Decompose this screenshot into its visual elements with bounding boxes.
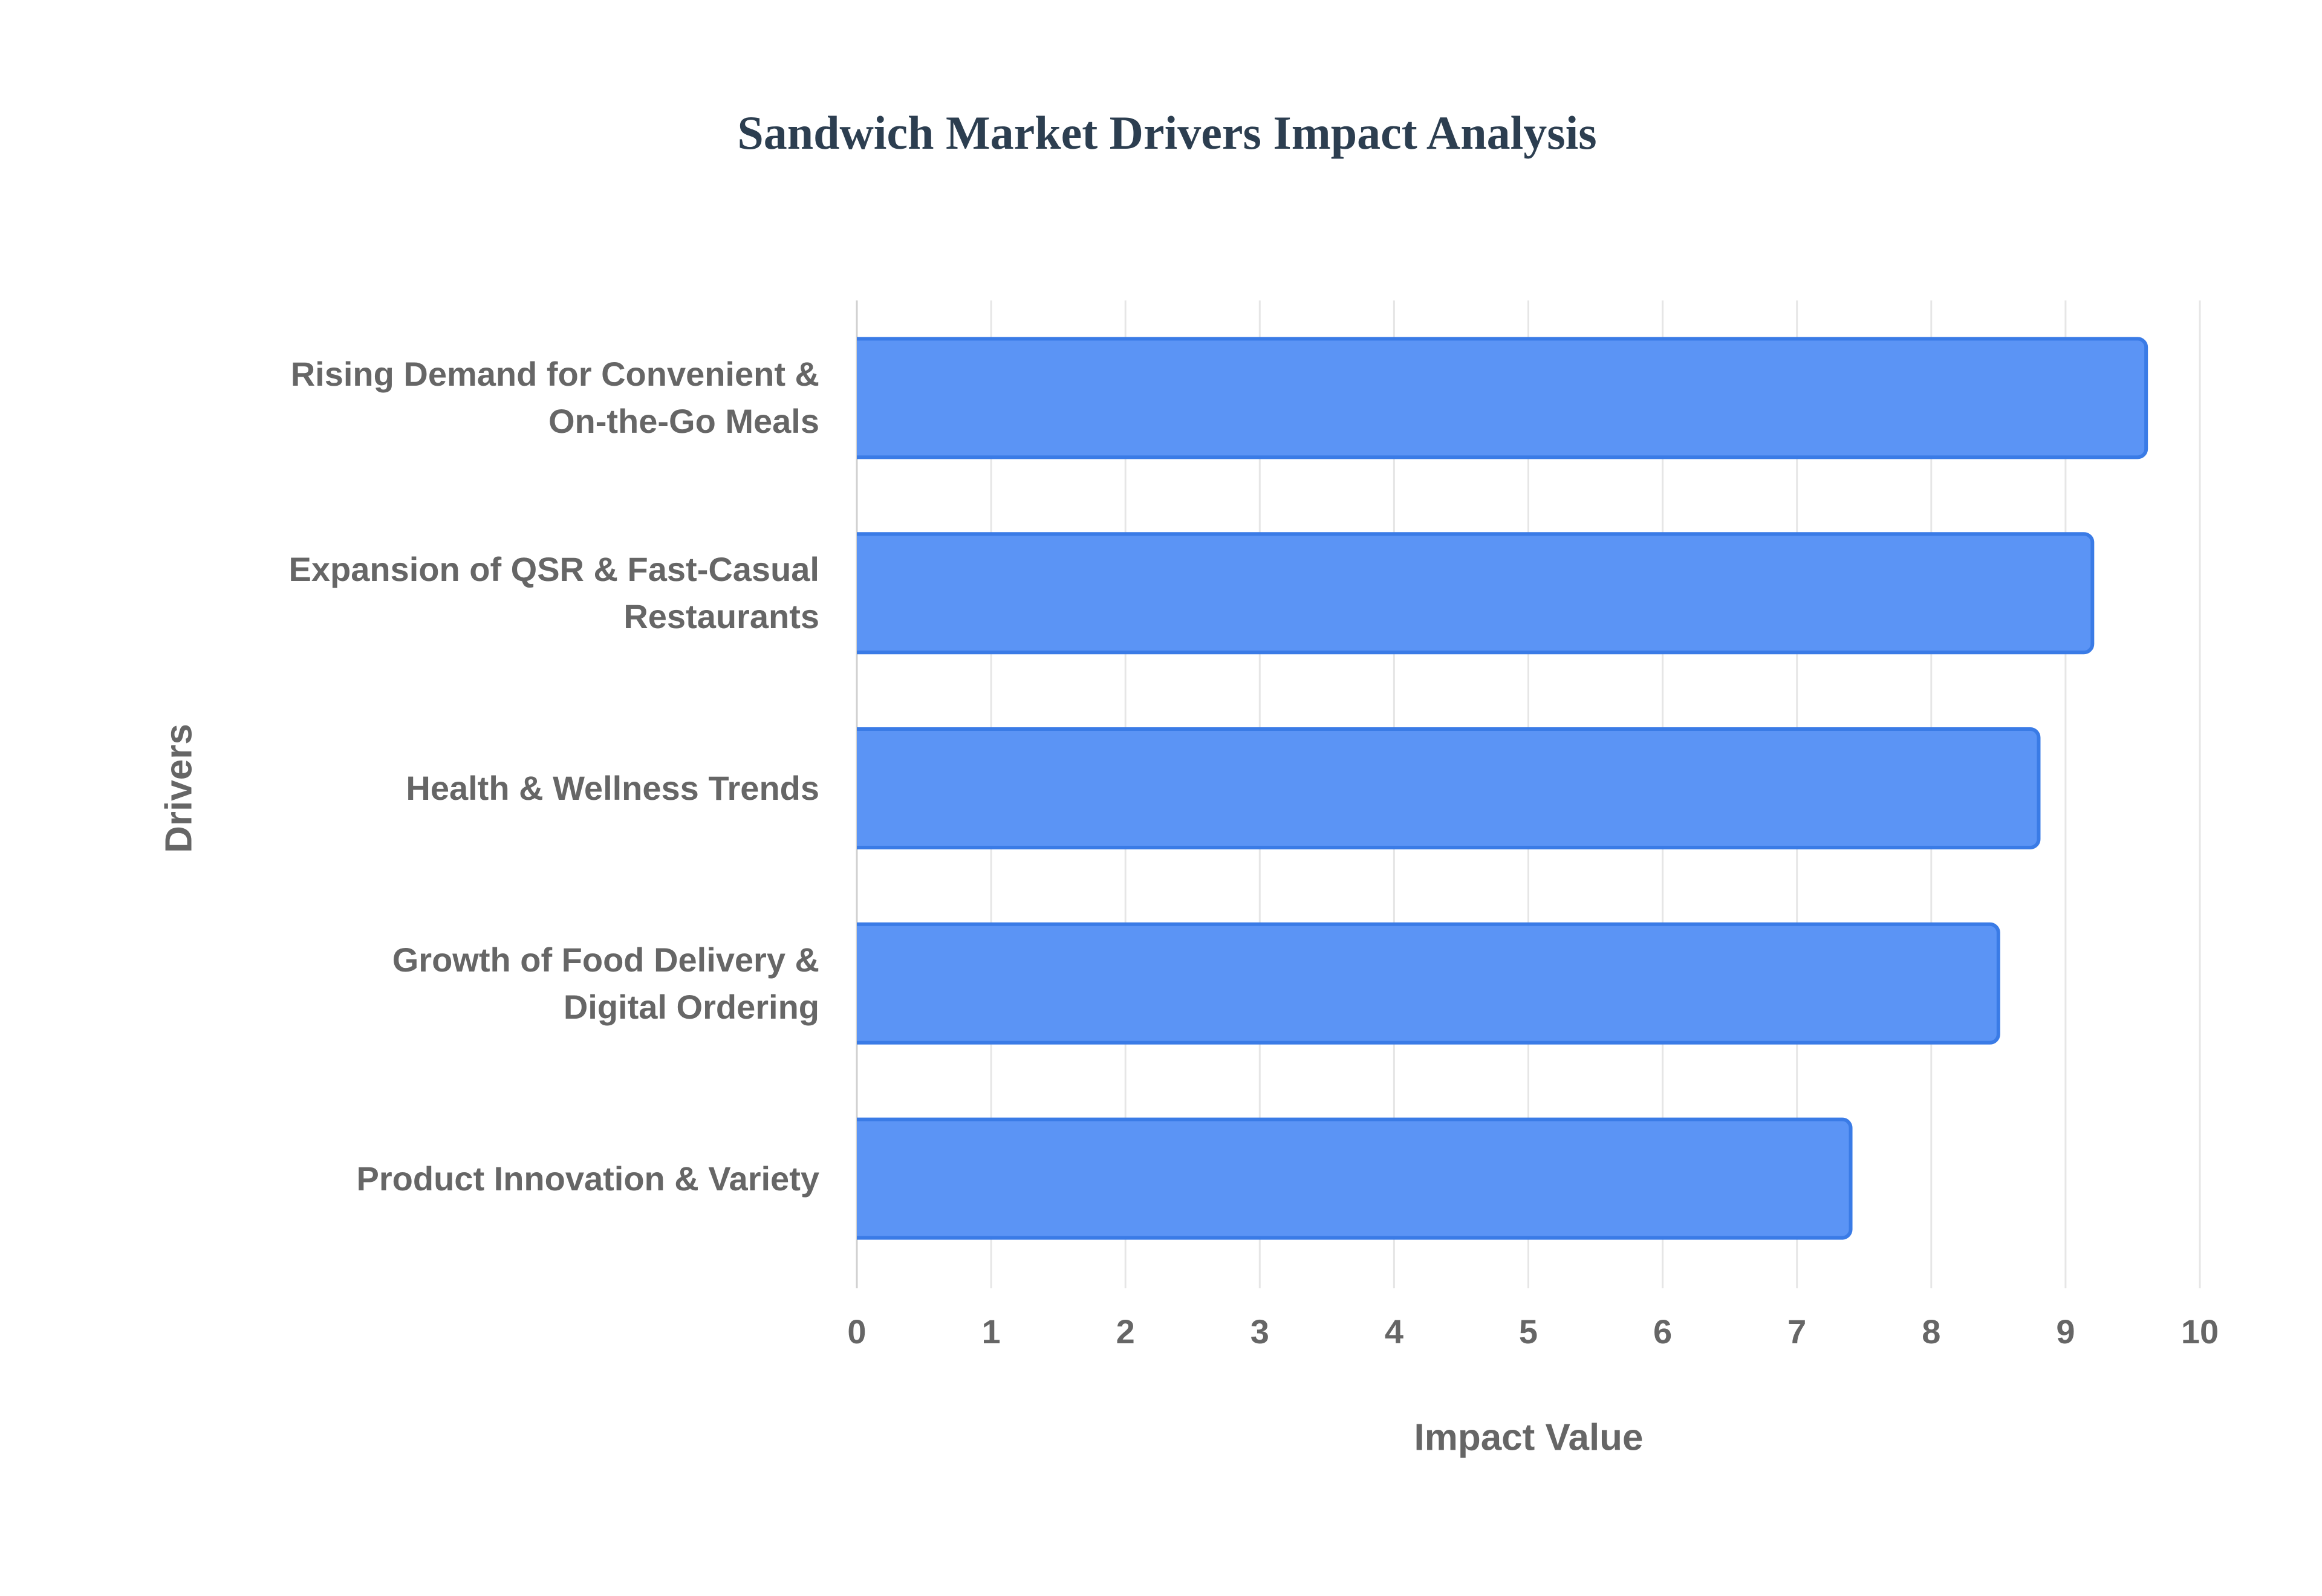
y-tick-label: Rising Demand for Convenient & On-the-Go… — [290, 355, 819, 441]
x-tick-label: 4 — [1385, 1312, 1403, 1351]
x-tick-label: 1 — [982, 1312, 1001, 1351]
x-tick-label: 3 — [1250, 1312, 1269, 1351]
bar — [857, 1117, 1853, 1240]
y-tick-label: Expansion of QSR & Fast-Casual Restauran… — [288, 550, 820, 636]
bar — [857, 337, 2148, 459]
bar — [857, 922, 2000, 1045]
y-tick-label: Health & Wellness Trends — [406, 769, 819, 807]
x-tick-label: 5 — [1519, 1312, 1538, 1351]
x-tick-label: 6 — [1653, 1312, 1672, 1351]
y-tick-label: Growth of Food Delivery & Digital Orderi… — [392, 940, 819, 1026]
bar — [857, 727, 2041, 849]
bar — [857, 532, 2095, 655]
x-tick-label: 10 — [2181, 1312, 2219, 1351]
chart-title: Sandwich Market Drivers Impact Analysis — [737, 106, 1596, 159]
x-tick-label: 0 — [847, 1312, 866, 1351]
x-tick-label: 9 — [2056, 1312, 2075, 1351]
x-tick-label: 8 — [1922, 1312, 1940, 1351]
x-tick-label: 2 — [1116, 1312, 1135, 1351]
x-tick-label: 7 — [1787, 1312, 1806, 1351]
x-axis-label: Impact Value — [1414, 1416, 1643, 1458]
y-tick-label: Product Innovation & Variety — [356, 1159, 819, 1198]
y-axis-label: Drivers — [158, 724, 200, 853]
